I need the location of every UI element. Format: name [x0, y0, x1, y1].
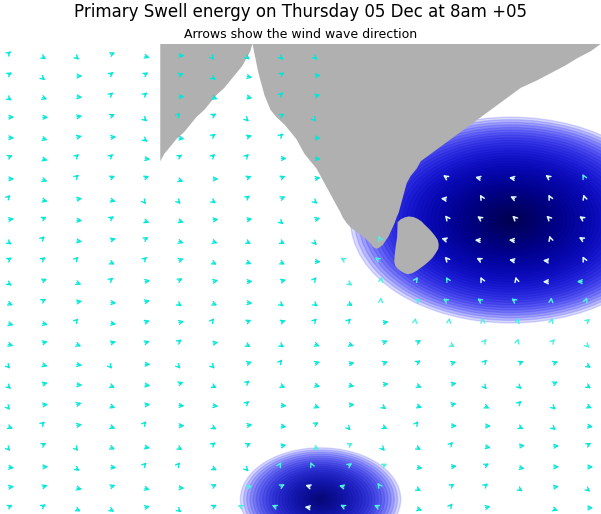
Ellipse shape [314, 495, 327, 503]
Polygon shape [160, 44, 601, 249]
Ellipse shape [260, 460, 382, 514]
Text: Primary Swell energy on Thursday 05 Dec at 8am +05: Primary Swell energy on Thursday 05 Dec … [74, 3, 527, 21]
Ellipse shape [308, 491, 334, 507]
Ellipse shape [243, 450, 397, 514]
Ellipse shape [285, 476, 356, 514]
Ellipse shape [276, 470, 365, 514]
Ellipse shape [291, 481, 349, 514]
Ellipse shape [451, 181, 571, 259]
Ellipse shape [383, 138, 601, 302]
Ellipse shape [253, 456, 388, 514]
Ellipse shape [495, 210, 527, 230]
Ellipse shape [398, 148, 601, 292]
Ellipse shape [403, 151, 601, 289]
Ellipse shape [423, 163, 599, 277]
Ellipse shape [395, 145, 601, 295]
Ellipse shape [263, 462, 378, 514]
Ellipse shape [386, 140, 601, 300]
Ellipse shape [247, 452, 394, 514]
Ellipse shape [379, 135, 601, 305]
Ellipse shape [507, 217, 515, 223]
Ellipse shape [463, 189, 559, 251]
Ellipse shape [503, 215, 519, 225]
Ellipse shape [371, 130, 601, 310]
Ellipse shape [288, 479, 353, 514]
Ellipse shape [471, 194, 551, 246]
Ellipse shape [435, 171, 587, 269]
Ellipse shape [311, 493, 330, 505]
Ellipse shape [257, 458, 385, 514]
Ellipse shape [447, 179, 575, 261]
Polygon shape [394, 216, 439, 274]
Ellipse shape [483, 202, 539, 238]
Ellipse shape [250, 454, 391, 514]
Ellipse shape [415, 158, 601, 282]
Ellipse shape [362, 125, 601, 315]
Ellipse shape [295, 483, 346, 514]
Ellipse shape [355, 120, 601, 320]
Ellipse shape [269, 466, 372, 514]
Ellipse shape [479, 199, 543, 241]
Ellipse shape [427, 166, 595, 274]
Ellipse shape [272, 468, 368, 514]
Ellipse shape [279, 472, 362, 514]
Ellipse shape [410, 156, 601, 284]
Ellipse shape [305, 489, 337, 509]
Ellipse shape [266, 464, 375, 514]
Ellipse shape [475, 197, 547, 243]
Ellipse shape [367, 127, 601, 313]
Ellipse shape [455, 184, 567, 256]
Ellipse shape [391, 143, 601, 297]
Text: Arrows show the wind wave direction: Arrows show the wind wave direction [184, 28, 417, 41]
Ellipse shape [350, 117, 601, 323]
Ellipse shape [467, 192, 555, 248]
Ellipse shape [317, 497, 324, 501]
Ellipse shape [301, 487, 340, 511]
Ellipse shape [240, 448, 401, 514]
Ellipse shape [282, 474, 359, 514]
Ellipse shape [359, 122, 601, 318]
Ellipse shape [459, 187, 563, 253]
Ellipse shape [374, 133, 601, 307]
Ellipse shape [298, 485, 343, 513]
Ellipse shape [419, 161, 601, 279]
Ellipse shape [487, 205, 535, 235]
Ellipse shape [443, 176, 579, 264]
Ellipse shape [407, 153, 601, 287]
Ellipse shape [491, 207, 531, 233]
Ellipse shape [431, 169, 591, 271]
Ellipse shape [499, 212, 523, 228]
Ellipse shape [439, 174, 583, 266]
